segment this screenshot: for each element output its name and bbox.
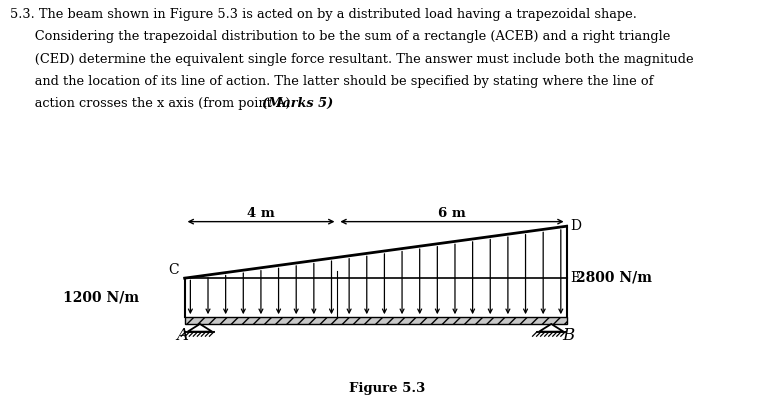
Text: (CED) determine the equivalent single force resultant. The answer must include b: (CED) determine the equivalent single fo… [10, 53, 694, 66]
Polygon shape [185, 317, 567, 324]
Text: A: A [176, 327, 189, 344]
Text: Figure 5.3: Figure 5.3 [349, 382, 425, 395]
Text: B: B [563, 327, 574, 344]
Text: action crosses the x axis (from point A).: action crosses the x axis (from point A)… [10, 97, 299, 111]
Text: 2800 N/m: 2800 N/m [576, 271, 652, 284]
Text: 4 m: 4 m [247, 207, 275, 220]
Text: Considering the trapezoidal distribution to be the sum of a rectangle (ACEB) and: Considering the trapezoidal distribution… [10, 30, 670, 43]
Text: 1200 N/m: 1200 N/m [63, 290, 139, 304]
Text: 5.3. The beam shown in Figure 5.3 is acted on by a distributed load having a tra: 5.3. The beam shown in Figure 5.3 is act… [10, 8, 637, 21]
Text: (Marks 5): (Marks 5) [262, 97, 334, 111]
Text: and the location of its line of action. The latter should be specified by statin: and the location of its line of action. … [10, 75, 653, 88]
Text: C: C [168, 263, 179, 277]
Polygon shape [539, 324, 563, 332]
Text: E: E [570, 271, 580, 285]
Text: 6 m: 6 m [438, 207, 466, 220]
Polygon shape [187, 324, 212, 332]
Text: D: D [570, 219, 581, 233]
